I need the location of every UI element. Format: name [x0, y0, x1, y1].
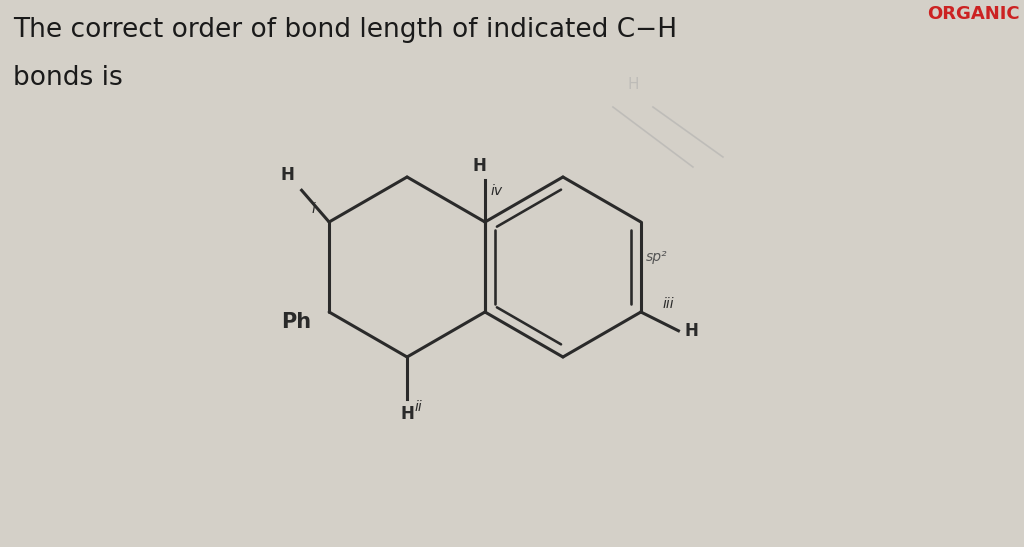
Text: iii: iii — [663, 297, 674, 311]
Text: Ph: Ph — [281, 312, 311, 332]
Text: ii: ii — [414, 400, 422, 414]
Text: ORGANIC: ORGANIC — [928, 5, 1020, 23]
Text: H: H — [627, 77, 639, 92]
Text: iv: iv — [490, 184, 503, 198]
Text: H: H — [281, 166, 295, 184]
Text: The correct order of bond length of indicated C−H: The correct order of bond length of indi… — [13, 17, 677, 43]
Text: bonds is: bonds is — [13, 65, 123, 91]
Text: sp²: sp² — [646, 250, 668, 264]
Text: H: H — [472, 157, 486, 175]
Text: H: H — [400, 405, 414, 423]
Text: i: i — [311, 202, 315, 216]
Text: H: H — [684, 322, 698, 340]
